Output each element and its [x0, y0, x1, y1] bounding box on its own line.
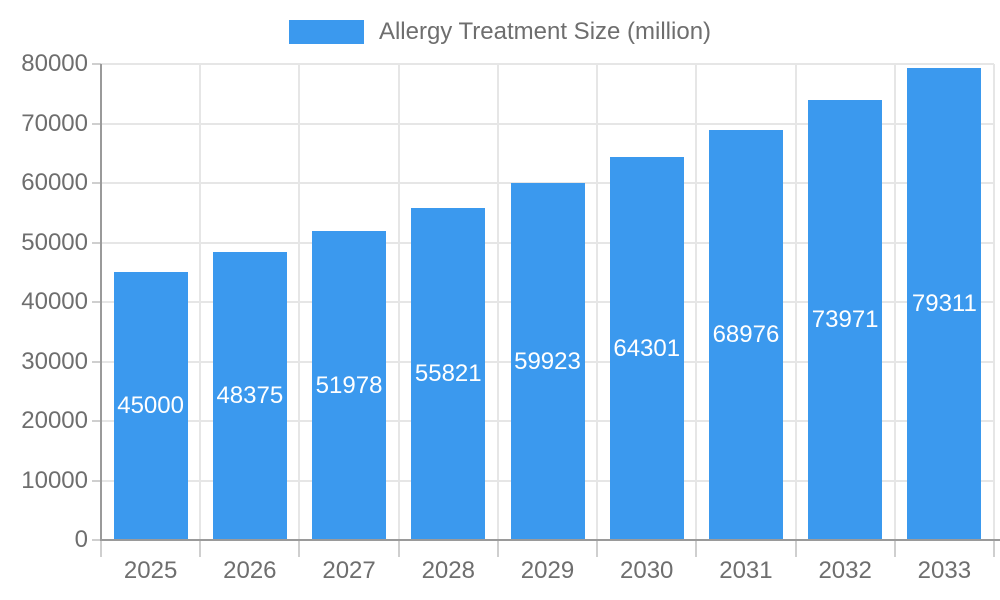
bar-value-label: 79311	[911, 290, 977, 317]
y-axis-tick	[92, 301, 101, 303]
y-axis-tick	[92, 122, 101, 125]
bar[interactable]	[114, 272, 188, 540]
legend-label: Allergy Treatment Size (million)	[378, 18, 712, 45]
y-axis-label: 0	[74, 526, 88, 553]
x-gridline	[199, 64, 202, 540]
x-axis-tick	[695, 540, 698, 557]
y-axis-label: 40000	[21, 288, 88, 315]
plot-area: 45000 48375 51978 55821 59923 64301 68976 73971…	[100, 63, 1000, 541]
y-axis-label: 60000	[21, 169, 88, 196]
x-axis-tick	[893, 540, 896, 557]
bar[interactable]	[610, 157, 684, 540]
y-axis-tick	[92, 420, 101, 422]
y-gridline	[101, 122, 994, 125]
y-axis-label: 30000	[21, 347, 88, 375]
x-axis-tick	[397, 540, 400, 557]
bar-value-label: 48375	[216, 382, 284, 409]
x-axis-tick	[596, 540, 599, 557]
bar[interactable]	[213, 252, 287, 540]
chart-legend[interactable]: Allergy Treatment Size (million)	[0, 14, 1000, 50]
bar[interactable]	[808, 100, 882, 540]
bar-value-label: 51978	[315, 372, 383, 399]
x-gridline	[397, 64, 400, 540]
y-axis-label: 10000	[21, 466, 88, 494]
x-gridline	[596, 64, 599, 540]
x-axis-label: 2032	[818, 557, 872, 584]
x-axis-label: 2030	[620, 557, 674, 584]
x-gridline	[496, 64, 499, 540]
y-axis-label: 50000	[21, 228, 88, 256]
y-axis-label: 20000	[21, 407, 88, 434]
x-gridline	[893, 64, 896, 540]
bar-value-label: 45000	[117, 392, 184, 419]
y-gridline	[101, 63, 994, 65]
y-axis-tick	[92, 479, 101, 482]
bar-value-label: 73971	[811, 306, 879, 333]
x-axis-tick	[993, 540, 995, 557]
bar[interactable]	[907, 68, 981, 540]
x-axis-label: 2025	[123, 557, 178, 584]
x-axis-tick	[100, 540, 102, 557]
y-axis-tick	[92, 360, 101, 363]
x-axis-line	[100, 539, 1000, 541]
x-gridline	[993, 64, 995, 540]
x-axis-label: 2028	[421, 557, 475, 584]
y-axis-tick	[92, 241, 101, 244]
x-gridline	[695, 64, 698, 540]
bar[interactable]	[312, 231, 386, 540]
bar[interactable]	[411, 208, 485, 540]
legend-swatch	[288, 20, 364, 44]
y-axis-label: 80000	[21, 50, 88, 77]
bar[interactable]	[709, 130, 783, 540]
x-gridline	[298, 64, 301, 540]
x-axis-label: 2026	[223, 557, 277, 584]
x-axis-label: 2027	[322, 557, 376, 584]
x-axis-tick	[199, 540, 202, 557]
bar-value-label: 68976	[712, 321, 780, 348]
y-axis-tick	[92, 182, 101, 184]
y-axis-line	[100, 64, 102, 540]
x-axis-tick	[496, 540, 499, 557]
bar[interactable]	[511, 183, 585, 540]
x-axis-label: 2029	[520, 557, 575, 584]
y-axis-label: 70000	[21, 109, 88, 137]
x-axis-tick	[298, 540, 301, 557]
x-axis-label: 2031	[719, 557, 773, 584]
x-axis-label: 2033	[917, 557, 972, 584]
bar-value-label: 64301	[613, 335, 681, 362]
y-axis-tick	[92, 539, 101, 541]
x-axis-tick	[794, 540, 797, 557]
bar-value-label: 59923	[514, 348, 581, 375]
x-gridline	[794, 64, 797, 540]
y-axis-tick	[92, 63, 101, 65]
bar-value-label: 55821	[414, 360, 482, 387]
